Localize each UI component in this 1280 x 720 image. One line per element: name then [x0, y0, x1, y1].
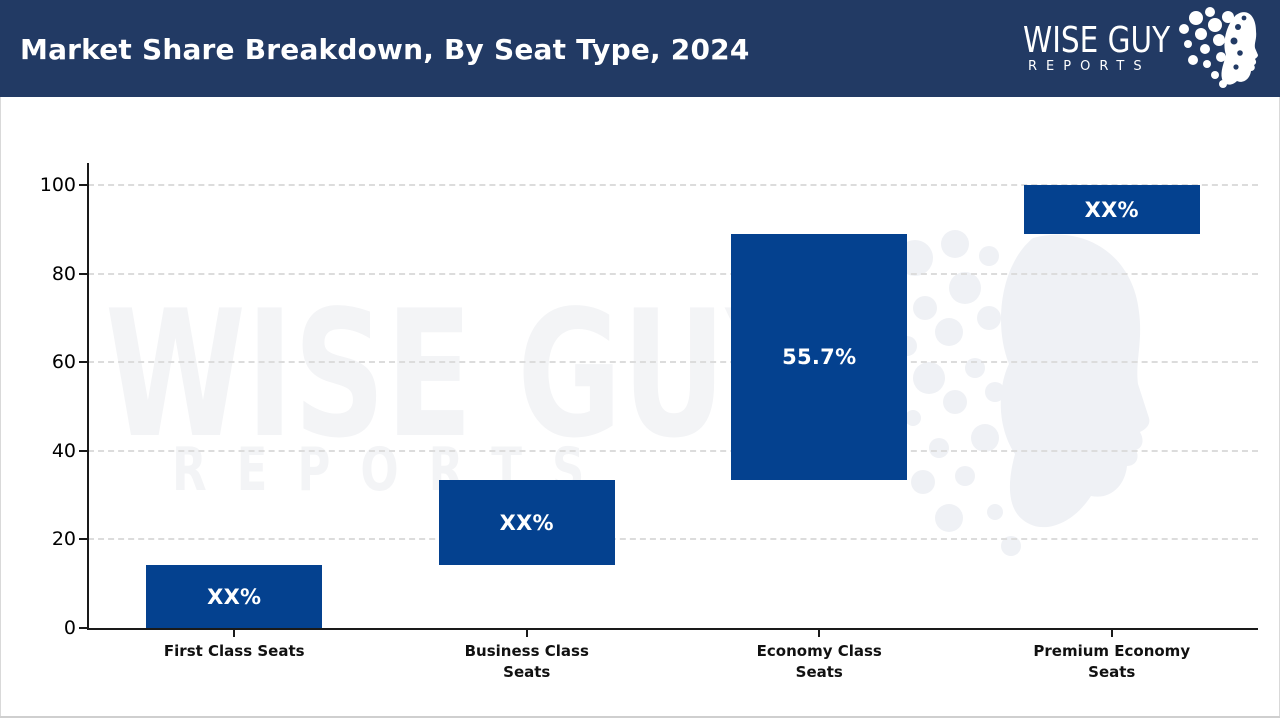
logo-wordmark: WISE GUY	[1023, 20, 1171, 61]
y-tick-20	[79, 538, 87, 541]
gridline-20	[88, 538, 1258, 541]
logo-subtitle: REPORTS	[1028, 59, 1151, 74]
header-band: Market Share Breakdown, By Seat Type, 20…	[0, 0, 1280, 97]
y-tick-0	[79, 627, 87, 629]
y-tick-100	[79, 184, 87, 187]
bar-value-label-4: XX%	[1084, 197, 1139, 222]
bar-2: XX%	[438, 480, 615, 566]
category-label-line: Seats	[1088, 663, 1136, 681]
bar-value-label-2: XX%	[499, 510, 554, 535]
y-tick-80	[79, 272, 87, 275]
bar-value-label-1: XX%	[207, 584, 262, 609]
y-tick-label-60: 60	[51, 351, 76, 374]
gridline-80	[88, 272, 1258, 275]
watermark-head-icon	[897, 230, 1150, 556]
y-tick-40	[79, 449, 87, 452]
y-tick-60	[79, 361, 87, 364]
category-label-3: Economy Class Seats	[699, 641, 939, 683]
bar-1: XX%	[146, 565, 323, 628]
y-tick-label-20: 20	[51, 528, 76, 551]
category-label-line: Business Class	[464, 642, 589, 660]
category-label-2: Business Class Seats	[407, 641, 647, 683]
x-axis-line	[87, 628, 1258, 630]
y-tick-label-40: 40	[51, 439, 76, 462]
page-title: Market Share Breakdown, By Seat Type, 20…	[20, 33, 750, 66]
category-label-line: Premium Economy	[1033, 642, 1191, 660]
bar-4: XX%	[1023, 185, 1200, 234]
bottom-divider	[0, 716, 1280, 718]
category-label-line: First Class Seats	[163, 642, 305, 660]
watermark-wordmark: WISE GUY	[105, 274, 819, 477]
gridline-40	[88, 449, 1258, 452]
category-label-line: Seats	[503, 663, 551, 681]
x-tick-4	[1110, 630, 1113, 637]
bar-3: 55.7%	[731, 233, 908, 481]
category-label-4: Premium Economy Seats	[992, 641, 1232, 683]
logo-head-icon	[1179, 7, 1258, 88]
y-tick-label-100: 100	[39, 174, 76, 197]
y-axis-line	[87, 163, 89, 630]
category-label-line: Seats	[795, 663, 843, 681]
brand-logo: WISE GUY REPORTS	[988, 0, 1268, 97]
x-tick-3	[818, 630, 821, 637]
y-tick-label-0: 0	[63, 617, 76, 639]
gridline-60	[88, 361, 1258, 364]
category-label-line: Economy Class	[756, 642, 882, 660]
bar-value-label-3: 55.7%	[782, 344, 857, 369]
x-tick-2	[525, 630, 528, 637]
x-tick-1	[233, 630, 236, 637]
y-tick-label-80: 80	[51, 262, 76, 285]
gridline-100	[88, 184, 1258, 187]
chart-plot-area: 0 20 40 60 80 100 XX% First Class Seats XX% Busin…	[0, 97, 1280, 717]
category-label-1: First Class Seats	[114, 641, 354, 662]
